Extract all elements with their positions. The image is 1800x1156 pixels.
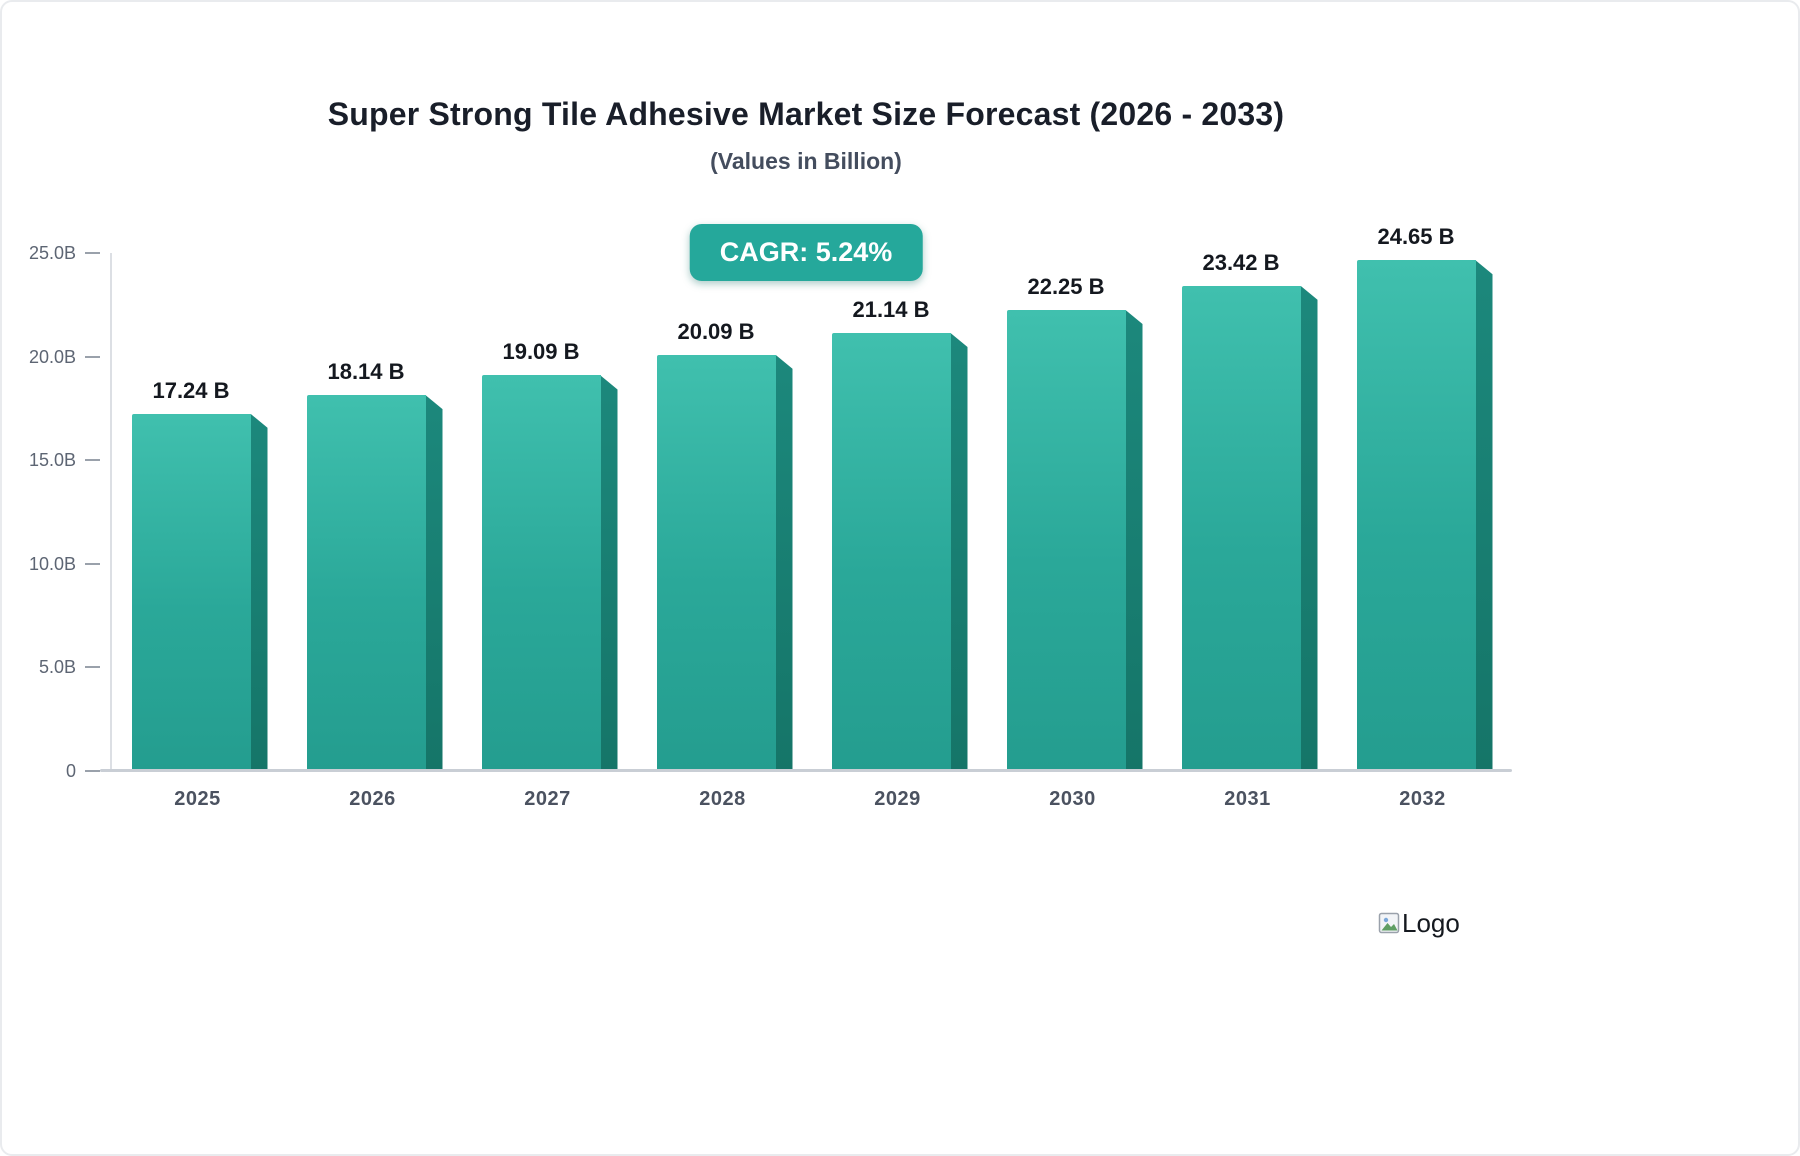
chart-subtitle: (Values in Billion) [710, 148, 902, 174]
logo: Logo [1378, 908, 1460, 939]
bar-slot: 18.14 B [287, 253, 462, 771]
y-tick-mark [85, 770, 100, 772]
x-axis-label: 2032 [1399, 788, 1446, 810]
bar-side-3d [1475, 260, 1493, 771]
bar-side-3d [600, 375, 618, 771]
bar-value-label: 21.14 B [852, 296, 930, 322]
y-tick-mark [85, 459, 100, 462]
bar-value-label: 19.09 B [502, 339, 580, 365]
bar-slot: 21.14 B [812, 253, 987, 771]
bar-2029[interactable]: 21.14 B [831, 297, 968, 771]
bar-slot: 17.24 B [112, 253, 287, 771]
bar-2031[interactable]: 23.42 B [1181, 250, 1318, 771]
y-tick-mark [85, 562, 100, 565]
y-tick-label: 5.0B [38, 657, 76, 678]
bar-face [1181, 285, 1301, 771]
x-axis-label: 2028 [699, 788, 746, 810]
cagr-badge: CAGR: 5.24% [689, 224, 923, 281]
bar-slot: 24.65 B [1337, 224, 1512, 771]
bar-slot: 20.09 B [637, 253, 812, 771]
bar-face [1006, 309, 1126, 771]
bar-value-label: 17.24 B [152, 377, 230, 403]
y-tick-label: 0 [65, 761, 76, 781]
x-axis-label: 2025 [174, 788, 221, 810]
y-tick-mark [85, 666, 100, 669]
bar-value-label: 23.42 B [1202, 249, 1280, 275]
bar-2027[interactable]: 19.09 B [481, 339, 618, 771]
x-axis-label: 2030 [1049, 788, 1096, 810]
bar-2026[interactable]: 18.14 B [306, 359, 443, 771]
y-tick-label: 20.0B [28, 346, 76, 367]
x-axis-label: 2026 [349, 788, 396, 810]
bar-face [481, 375, 601, 771]
x-axis-labels: 2025 2026 2027 2028 2029 2030 2031 2032 [110, 788, 1510, 811]
bar-side-3d [950, 332, 968, 771]
chart-title: Super Strong Tile Adhesive Market Size F… [327, 96, 1285, 132]
x-axis-label: 2029 [874, 788, 921, 810]
x-axis-line [100, 769, 1512, 772]
bar-side-3d [775, 354, 793, 771]
logo-label: Logo [1402, 908, 1460, 938]
bar-side-3d [425, 395, 443, 771]
y-tick-label: 25.0B [28, 243, 76, 263]
bar-side-3d [250, 413, 268, 771]
bar-value-label: 24.65 B [1377, 224, 1455, 250]
bar-face [1356, 260, 1476, 771]
y-tick-label: 15.0B [28, 450, 76, 471]
bar-slot: 22.25 B [987, 253, 1162, 771]
bar-face [306, 395, 426, 771]
x-axis-label: 2027 [524, 788, 571, 810]
y-tick-label: 10.0B [28, 553, 76, 574]
bar-side-3d [1125, 309, 1143, 771]
bar-slot: 19.09 B [462, 253, 637, 771]
bar-value-label: 20.09 B [677, 318, 755, 344]
y-tick-mark [85, 252, 100, 254]
bar-face [656, 354, 776, 771]
bar-2025[interactable]: 17.24 B [131, 378, 268, 771]
bar-slot: 23.42 B [1162, 250, 1337, 771]
bar-2030[interactable]: 22.25 B [1006, 274, 1143, 771]
bar-face [831, 332, 951, 771]
bar-2032[interactable]: 24.65 B [1356, 224, 1493, 771]
bar-value-label: 22.25 B [1027, 273, 1105, 299]
bar-value-label: 18.14 B [327, 359, 405, 385]
x-axis-label: 2031 [1224, 788, 1271, 810]
plot-area: 0 5.0B 10.0B 15.0B 20.0B 25.0B 17.24 B 18.14 B 1… [29, 224, 1512, 781]
y-tick-mark [85, 355, 100, 358]
bar-side-3d [1300, 285, 1318, 771]
bar-2028[interactable]: 20.09 B [656, 319, 793, 771]
broken-image-icon [1378, 912, 1400, 934]
bar-face [131, 413, 251, 771]
